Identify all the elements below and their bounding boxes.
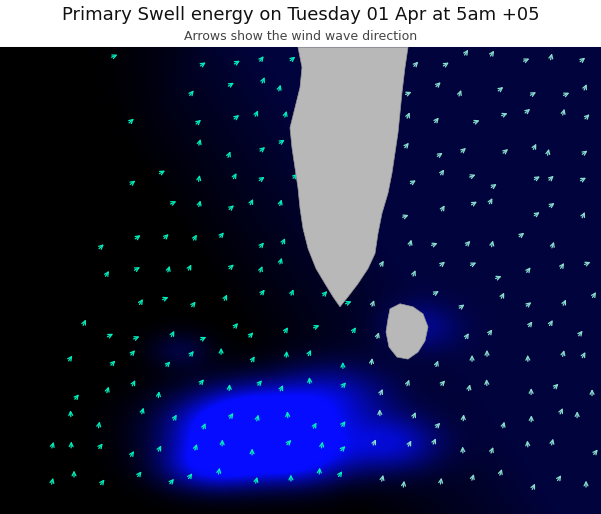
Polygon shape — [386, 304, 428, 359]
Text: Arrows show the wind wave direction: Arrows show the wind wave direction — [184, 30, 417, 43]
Text: Primary Swell energy on Tuesday 01 Apr at 5am +05: Primary Swell energy on Tuesday 01 Apr a… — [62, 6, 539, 24]
Polygon shape — [290, 47, 408, 307]
